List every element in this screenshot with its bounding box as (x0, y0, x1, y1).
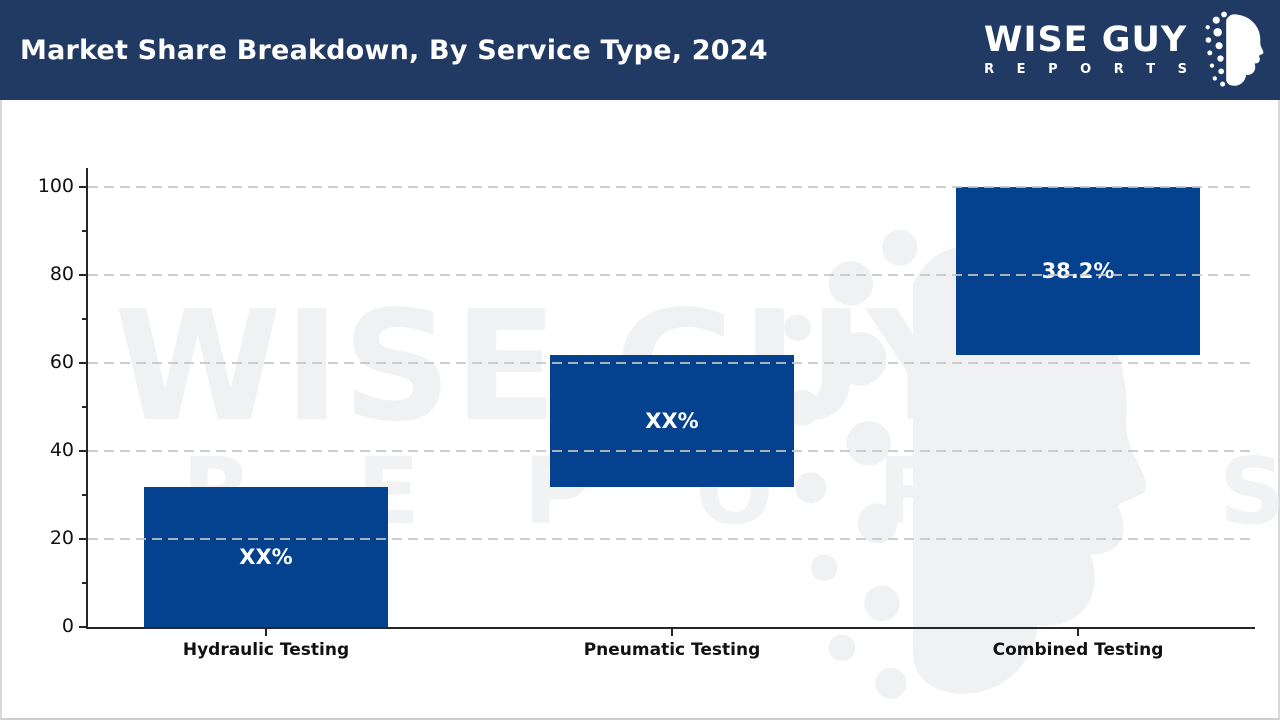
ytick-label-100: 100 (37, 175, 74, 197)
bar-pneumatic-testing: XX% (550, 355, 794, 488)
gridline-y100 (88, 186, 1255, 188)
ytick-label-60: 60 (49, 351, 74, 373)
ytick-0 (79, 626, 86, 628)
ytick-80 (79, 274, 86, 276)
header: Market Share Breakdown, By Service Type,… (0, 0, 1280, 100)
ytick-label-40: 40 (49, 439, 74, 461)
logo-subtitle: R E P O R T S (984, 62, 1196, 77)
ytick-minor-30 (82, 494, 86, 496)
gridline-y80 (88, 274, 1255, 276)
xtick-2 (671, 629, 673, 636)
ytick-label-80: 80 (49, 263, 74, 285)
chart-title: Market Share Breakdown, By Service Type,… (20, 34, 768, 66)
xtick-3 (1077, 629, 1079, 636)
ytick-minor-10 (82, 582, 86, 584)
ytick-20 (79, 538, 86, 540)
ytick-label-20: 20 (49, 527, 74, 549)
logo-wordmark: WISE GUY (983, 20, 1188, 60)
bar-combined-testing: 38.2% (956, 187, 1200, 356)
bar-value-label: XX% (239, 545, 293, 570)
bar-value-label: XX% (645, 409, 699, 434)
gridline-y40 (88, 450, 1255, 452)
logo-text: WISE GUY R E P O R T S (975, 20, 1196, 78)
ytick-minor-70 (82, 318, 86, 320)
xtick-label-hydraulic-testing: Hydraulic Testing (182, 640, 350, 660)
ytick-minor-90 (82, 230, 86, 232)
ytick-minor-50 (82, 406, 86, 408)
gridline-y20 (88, 538, 1255, 540)
y-axis-line (86, 168, 88, 629)
ytick-100 (79, 186, 86, 188)
xtick-1 (265, 629, 267, 636)
ytick-label-0: 0 (61, 615, 74, 637)
ytick-60 (79, 362, 86, 364)
x-axis-line (86, 627, 1255, 629)
gridline-y60 (88, 362, 1255, 364)
bar-hydraulic-testing: XX% (144, 487, 388, 627)
xtick-label-pneumatic-testing: Pneumatic Testing (583, 640, 761, 660)
bar-value-label: 38.2% (1041, 259, 1115, 284)
ytick-40 (79, 450, 86, 452)
wise-guy-logo: WISE GUY R E P O R T S (975, 9, 1266, 91)
chart-area: WISE GUY R E P O R T S XX% XX% 38.2% 0 20 40 6… (0, 100, 1280, 720)
xtick-label-combined-testing: Combined Testing (992, 640, 1164, 660)
logo-face-icon (1205, 11, 1264, 87)
